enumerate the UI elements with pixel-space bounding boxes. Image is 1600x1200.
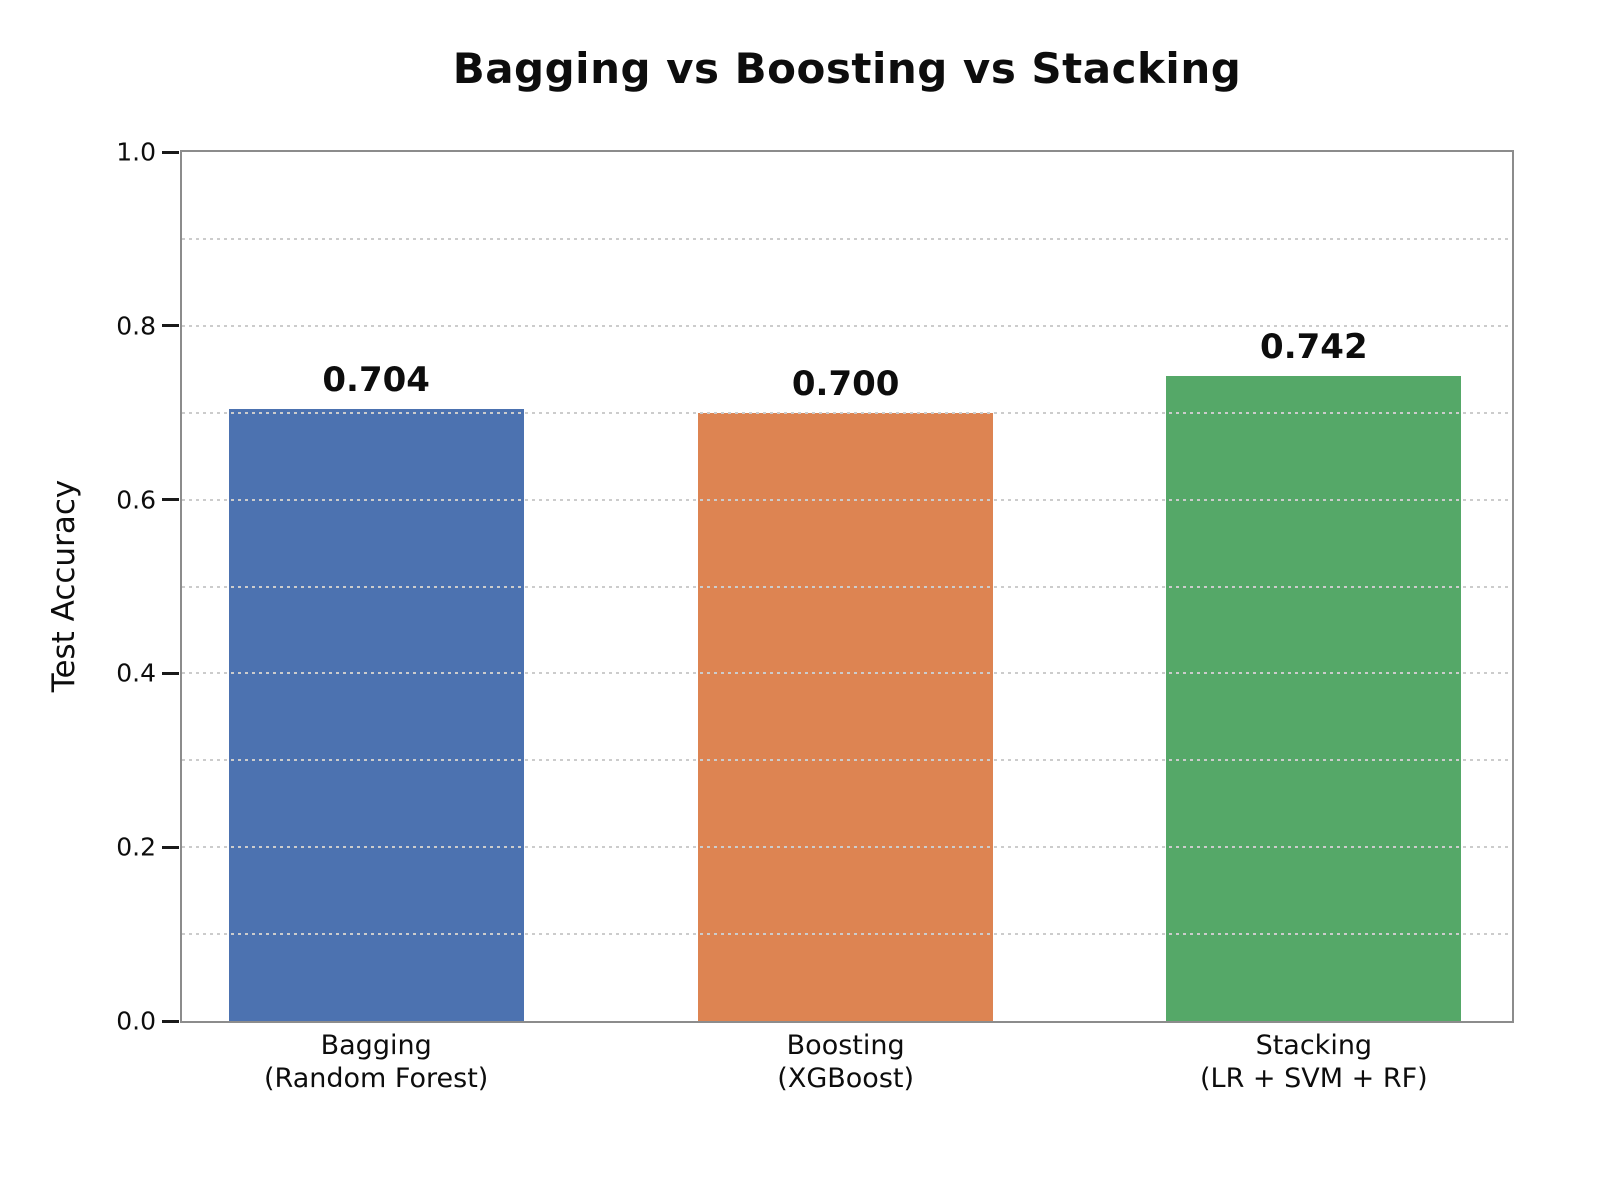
x-tick-label-line: (LR + SVM + RF) [1200,1063,1428,1094]
bar-value-label: 0.704 [322,360,430,401]
x-tick-label-line: Boosting [786,1030,905,1061]
x-tick-label-line: Bagging [320,1030,432,1061]
y-tick-label: 0.2 [116,832,156,862]
y-tick-mark [162,1019,179,1023]
y-tick-mark [162,671,179,675]
x-tick-label: Stacking (LR + SVM + RF) [1200,1029,1428,1095]
bar-bagging [228,409,524,1021]
y-tick-label: 0.4 [116,658,156,688]
x-tick-label-line: (XGBoost) [777,1063,915,1094]
y-tick-mark [162,845,179,849]
gridline [182,237,1512,240]
y-axis-label-wrap: Test Accuracy [42,150,86,1021]
plot-area: 0.704 Bagging (Random Forest) 0.700 Boosting… [116,138,1514,1094]
y-tick-mark [162,498,179,502]
bar-boosting [698,412,994,1021]
bar-stacking [1166,376,1462,1021]
x-tick-label-line: Stacking [1255,1030,1373,1061]
x-tick-label: Bagging (Random Forest) [264,1029,488,1095]
y-tick-label: 0.6 [116,485,156,515]
y-axis-label: Test Accuracy [46,479,82,692]
y-tick-label: 1.0 [116,137,156,167]
x-tick-label-line: (Random Forest) [264,1063,489,1094]
chart-title: Bagging vs Boosting vs Stacking [452,44,1242,93]
y-tick-mark [162,150,179,154]
x-tick-label: Boosting (XGBoost) [777,1029,914,1095]
y-tick-label: 0.8 [116,311,156,341]
y-tick-mark [162,324,179,328]
y-tick-label: 0.0 [116,1006,156,1036]
bar-value-label: 0.742 [1260,327,1368,368]
bar-value-label: 0.700 [791,363,900,404]
